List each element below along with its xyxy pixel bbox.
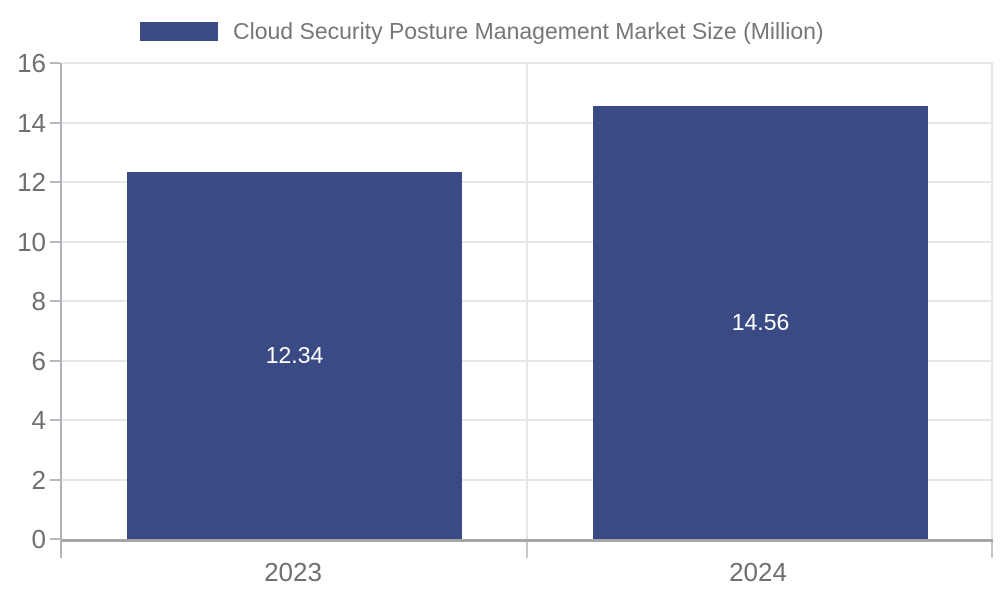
plot-area: 12.34 14.56: [50, 62, 993, 558]
bar-value-label-2024: 14.56: [731, 309, 790, 335]
y-axis-label-14: 14: [17, 107, 46, 138]
bar-value-label-2023: 12.34: [265, 342, 324, 368]
x-axis-label-2023: 2023: [264, 557, 322, 587]
y-axis-tick-10: [50, 240, 60, 243]
y-axis-label-8: 8: [31, 286, 46, 316]
y-axis-label-2: 2: [31, 464, 46, 495]
x-axis-left-tick: [60, 542, 62, 558]
bar-2024: 14.56: [593, 106, 928, 539]
gridline-y-4: [62, 419, 993, 421]
gridline-y-12: [62, 181, 993, 183]
x-axis-tick-2: [991, 542, 993, 558]
gridline-y-2: [62, 478, 993, 481]
y-axis-label-16: 16: [17, 48, 46, 78]
gridline-y-8: [62, 300, 993, 302]
x-axis-label-2024: 2024: [729, 557, 787, 587]
bar-2023: 12.34: [127, 172, 462, 539]
x-axis-tick-1: [525, 542, 528, 558]
y-axis-tick-12: [50, 181, 60, 183]
y-axis-tick-6: [50, 359, 60, 362]
y-axis-tick-14: [50, 121, 60, 124]
gridline-x-boundary-2: [991, 63, 993, 539]
y-axis-label-10: 10: [17, 226, 46, 257]
y-axis-label-4: 4: [31, 405, 46, 435]
gridline-y-10: [62, 240, 993, 243]
y-axis-tick-16: [50, 62, 60, 64]
legend-label: Cloud Security Posture Management Market…: [233, 17, 824, 44]
gridline-y-6: [62, 359, 993, 362]
chart-legend: Cloud Security Posture Management Market…: [140, 16, 824, 46]
y-axis-tick-2: [50, 478, 60, 481]
y-axis-tick-4: [50, 419, 60, 421]
y-axis-label-12: 12: [17, 167, 46, 197]
gridline-x-boundary-1: [525, 63, 528, 539]
gridline-y-16: [62, 62, 993, 64]
y-axis-tick-0: [50, 538, 60, 540]
gridline-y-14: [62, 121, 993, 124]
y-axis-tick-8: [50, 300, 60, 302]
y-axis-label-6: 6: [31, 345, 46, 376]
legend-swatch: [140, 21, 218, 41]
y-axis-label-0: 0: [31, 524, 46, 554]
